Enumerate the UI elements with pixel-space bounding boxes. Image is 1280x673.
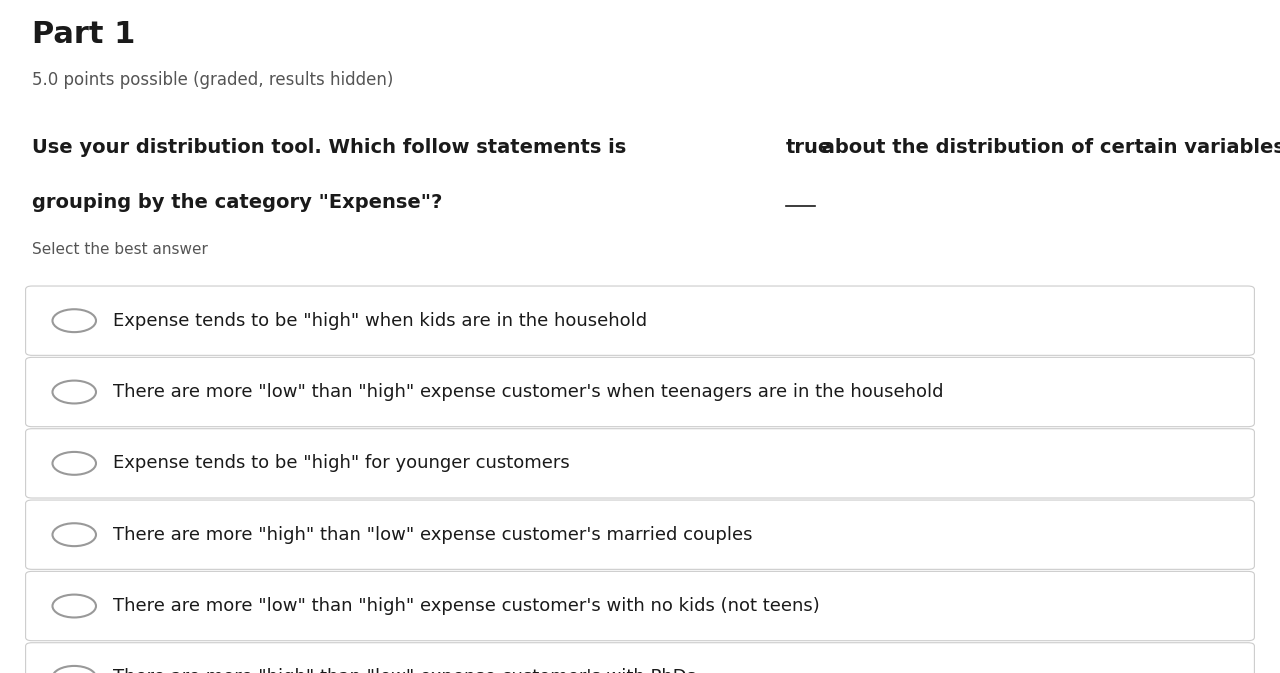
- Circle shape: [52, 595, 96, 618]
- Circle shape: [52, 381, 96, 404]
- Text: There are more "high" than "low" expense customer's with PhDs: There are more "high" than "low" expense…: [113, 668, 695, 673]
- FancyBboxPatch shape: [26, 500, 1254, 569]
- FancyBboxPatch shape: [26, 357, 1254, 427]
- Text: There are more "high" than "low" expense customer's married couples: There are more "high" than "low" expense…: [113, 526, 753, 544]
- Circle shape: [52, 310, 96, 332]
- Text: grouping by the category "Expense"?: grouping by the category "Expense"?: [32, 193, 443, 212]
- Text: Expense tends to be "high" for younger customers: Expense tends to be "high" for younger c…: [113, 454, 570, 472]
- Circle shape: [52, 452, 96, 475]
- Text: There are more "low" than "high" expense customer's with no kids (not teens): There are more "low" than "high" expense…: [113, 597, 819, 615]
- Text: Select the best answer: Select the best answer: [32, 242, 207, 257]
- FancyBboxPatch shape: [26, 571, 1254, 641]
- Text: There are more "low" than "high" expense customer's when teenagers are in the ho: There are more "low" than "high" expense…: [113, 383, 943, 401]
- Circle shape: [52, 666, 96, 673]
- FancyBboxPatch shape: [26, 429, 1254, 498]
- Circle shape: [52, 524, 96, 546]
- Text: 5.0 points possible (graded, results hidden): 5.0 points possible (graded, results hid…: [32, 71, 393, 89]
- Text: true: true: [786, 138, 832, 157]
- Text: Use your distribution tool. Which follow statements is: Use your distribution tool. Which follow…: [32, 138, 634, 157]
- FancyBboxPatch shape: [26, 286, 1254, 355]
- FancyBboxPatch shape: [26, 643, 1254, 673]
- Text: Part 1: Part 1: [32, 20, 136, 49]
- Text: about the distribution of certain variables when: about the distribution of certain variab…: [815, 138, 1280, 157]
- Text: Expense tends to be "high" when kids are in the household: Expense tends to be "high" when kids are…: [113, 312, 646, 330]
